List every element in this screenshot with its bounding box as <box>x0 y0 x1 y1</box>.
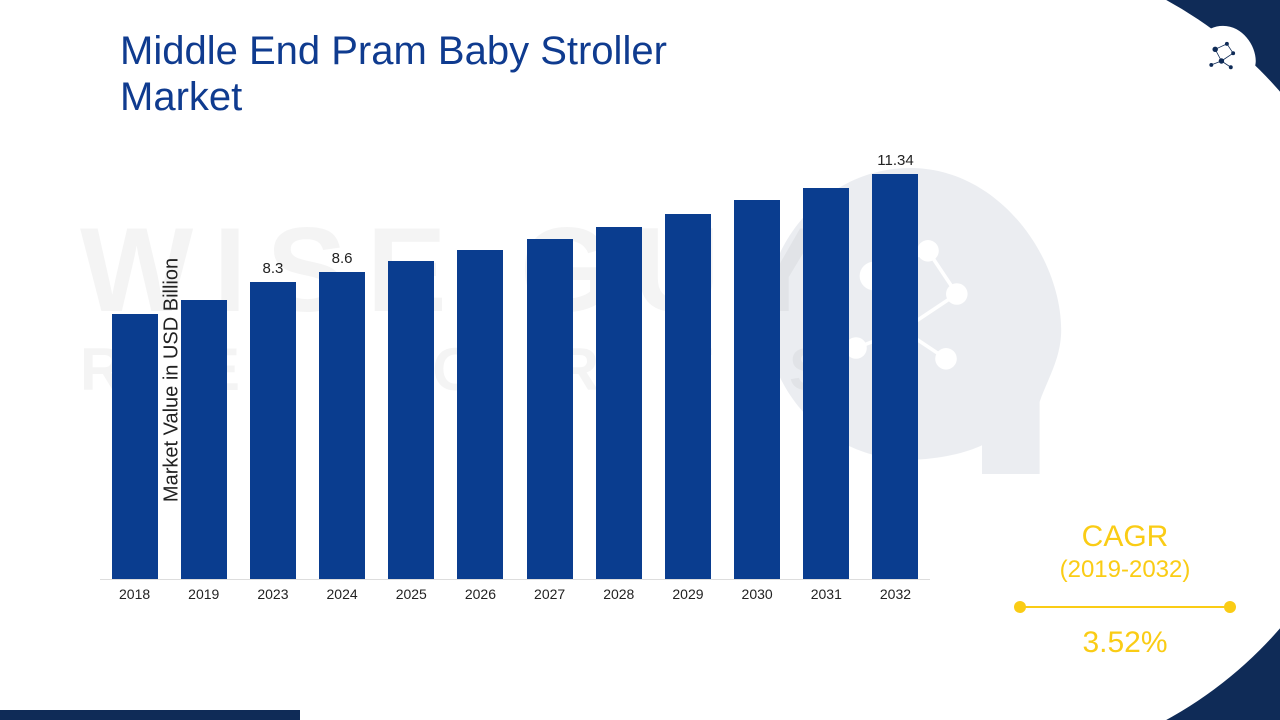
bar <box>734 200 780 579</box>
brand-line1: WISE GUY <box>910 34 1180 73</box>
bar <box>527 239 573 579</box>
bar-slot: 8.3 <box>238 150 307 579</box>
chart-title: Middle End Pram Baby Stroller Market <box>120 28 760 120</box>
bar-slot <box>377 150 446 579</box>
x-category: 2024 <box>308 580 377 610</box>
x-category: 2025 <box>377 580 446 610</box>
x-category: 2028 <box>584 580 653 610</box>
x-category: 2019 <box>169 580 238 610</box>
bar <box>112 314 158 579</box>
bar-slot <box>446 150 515 579</box>
bar <box>665 214 711 579</box>
cagr-range: (2019-2032) <box>995 556 1255 584</box>
bar <box>457 250 503 579</box>
x-category: 2030 <box>723 580 792 610</box>
bar-slot: 11.34 <box>861 150 930 579</box>
bar-slot <box>100 150 169 579</box>
bar-slot <box>584 150 653 579</box>
chart-area: Market Value in USD Billion 8.38.611.34 … <box>60 150 930 610</box>
x-category: 2032 <box>861 580 930 610</box>
bar-slot <box>515 150 584 579</box>
bar-value-label: 8.3 <box>262 260 283 277</box>
x-axis: 2018201920232024202520262027202820292030… <box>100 580 930 610</box>
bar: 8.3 <box>250 282 296 579</box>
stage: WISE GUY R E P O R T S Middle End Pram B… <box>0 0 1280 720</box>
x-category: 2023 <box>238 580 307 610</box>
bar-value-label: 8.6 <box>332 250 353 267</box>
cagr-block: CAGR (2019-2032) 3.52% <box>995 520 1255 660</box>
bar <box>596 227 642 579</box>
cagr-divider <box>1020 606 1230 608</box>
cagr-title: CAGR <box>995 520 1255 554</box>
bar-slot <box>169 150 238 579</box>
bar <box>388 261 434 579</box>
brand-block: WISE GUY R E P O R T S <box>910 34 1180 96</box>
x-category: 2029 <box>653 580 722 610</box>
bottom-strip <box>0 710 300 720</box>
bar-slot <box>792 150 861 579</box>
bar-slot <box>723 150 792 579</box>
brand-line2: R E P O R T S <box>910 75 1180 96</box>
bar <box>803 188 849 579</box>
x-category: 2018 <box>100 580 169 610</box>
brand-head-icon <box>1184 22 1262 100</box>
bar-value-label: 11.34 <box>877 152 913 169</box>
bars-container: 8.3 8.6 11.34 <box>100 150 930 579</box>
bar-slot: 8.6 <box>308 150 377 579</box>
bar: 8.6 <box>319 272 365 579</box>
bar <box>181 300 227 579</box>
x-category: 2027 <box>515 580 584 610</box>
bar-slot <box>653 150 722 579</box>
x-category: 2026 <box>446 580 515 610</box>
bar: 11.34 <box>872 174 918 579</box>
cagr-value: 3.52% <box>995 626 1255 660</box>
x-category: 2031 <box>792 580 861 610</box>
plot-region: 8.3 8.6 11.34 <box>100 150 930 580</box>
